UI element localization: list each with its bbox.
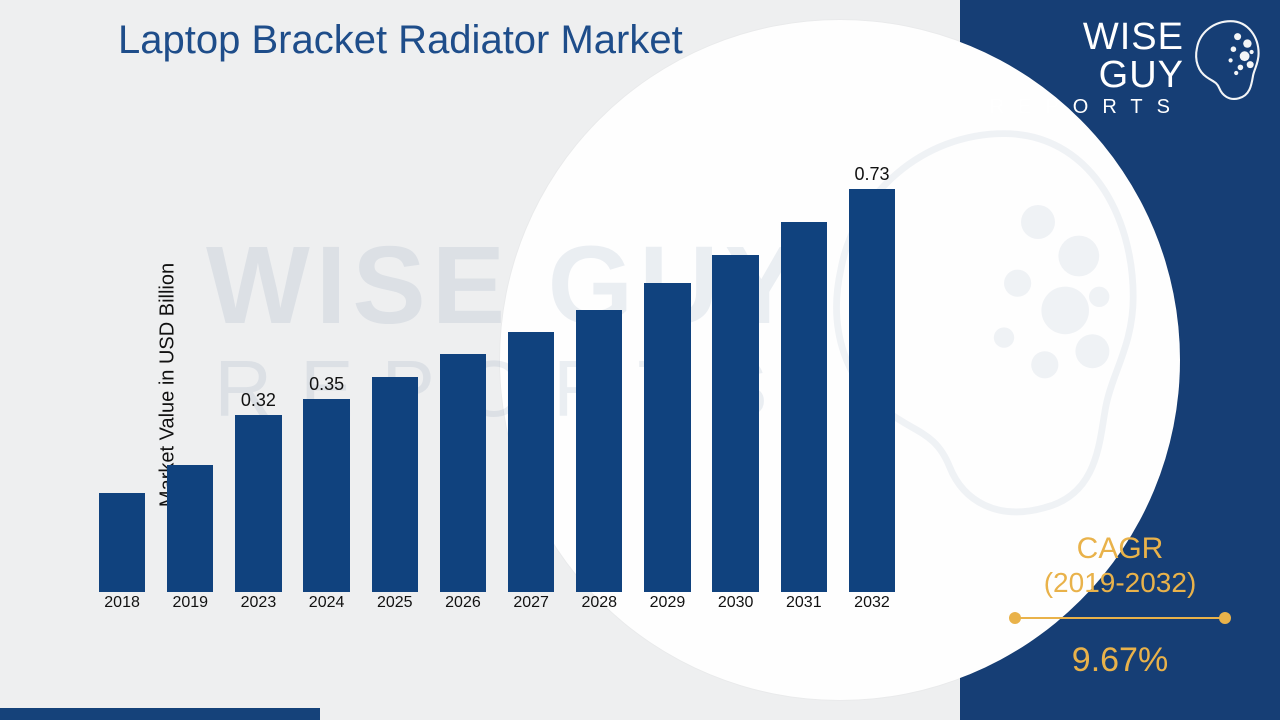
cagr-panel: CAGR (2019-2032) 9.67% (990, 532, 1250, 680)
bar-slot: 0.73 (838, 150, 906, 592)
bar-slot (156, 150, 224, 592)
bar-slot (429, 150, 497, 592)
bar (440, 354, 486, 592)
x-tick-label: 2023 (224, 594, 292, 620)
bar-value-label: 0.73 (854, 164, 889, 189)
bar (372, 377, 418, 592)
x-tick-label: 2030 (702, 594, 770, 620)
x-axis-labels: 2018201920232024202520262027202820292030… (88, 594, 906, 620)
bar-value-label: 0.35 (309, 374, 344, 399)
brand-name-bottom: REPORTS (986, 94, 1184, 120)
cagr-value: 9.67% (990, 641, 1250, 680)
plot-area: 0.32 0.35 0.73 (88, 150, 906, 592)
bar: 0.32 (235, 415, 281, 592)
bar-chart: Market Value in USD Billion 0.320.350.73… (46, 150, 906, 620)
bar: 0.35 (303, 399, 349, 592)
page-root: WISE GUY REPORTS Laptop Bracket Radiator… (0, 0, 1280, 720)
x-tick-label: 2028 (565, 594, 633, 620)
bar-slot (497, 150, 565, 592)
bar-slot (702, 150, 770, 592)
brand-name-top: WISE GUY (986, 18, 1184, 94)
brand-logo: WISE GUY REPORTS (986, 18, 1256, 120)
x-tick-label: 2024 (293, 594, 361, 620)
bar: 0.73 (849, 189, 895, 592)
cagr-range: (2019-2032) (990, 567, 1250, 599)
x-tick-label: 2018 (88, 594, 156, 620)
bar (167, 465, 213, 592)
bar-value-label: 0.32 (241, 390, 276, 415)
footer-accent-bar (0, 708, 320, 720)
bar (99, 493, 145, 592)
x-tick-label: 2026 (429, 594, 497, 620)
bar-slot (565, 150, 633, 592)
cagr-title: CAGR (990, 532, 1250, 567)
bar-slot (633, 150, 701, 592)
x-tick-label: 2032 (838, 594, 906, 620)
bar (508, 332, 554, 592)
bar (644, 283, 690, 592)
bars-container: 0.32 0.35 0.73 (88, 150, 906, 592)
bar (576, 310, 622, 592)
x-tick-label: 2025 (361, 594, 429, 620)
x-tick-label: 2029 (633, 594, 701, 620)
x-tick-label: 2027 (497, 594, 565, 620)
bar-slot (88, 150, 156, 592)
bar-slot: 0.32 (224, 150, 292, 592)
bar-slot: 0.35 (293, 150, 361, 592)
x-tick-label: 2019 (156, 594, 224, 620)
bar-slot (770, 150, 838, 592)
bar (781, 222, 827, 592)
bar (712, 255, 758, 592)
x-tick-label: 2031 (770, 594, 838, 620)
page-title: Laptop Bracket Radiator Market (118, 18, 683, 63)
cagr-divider (1015, 617, 1225, 619)
bar-slot (361, 150, 429, 592)
